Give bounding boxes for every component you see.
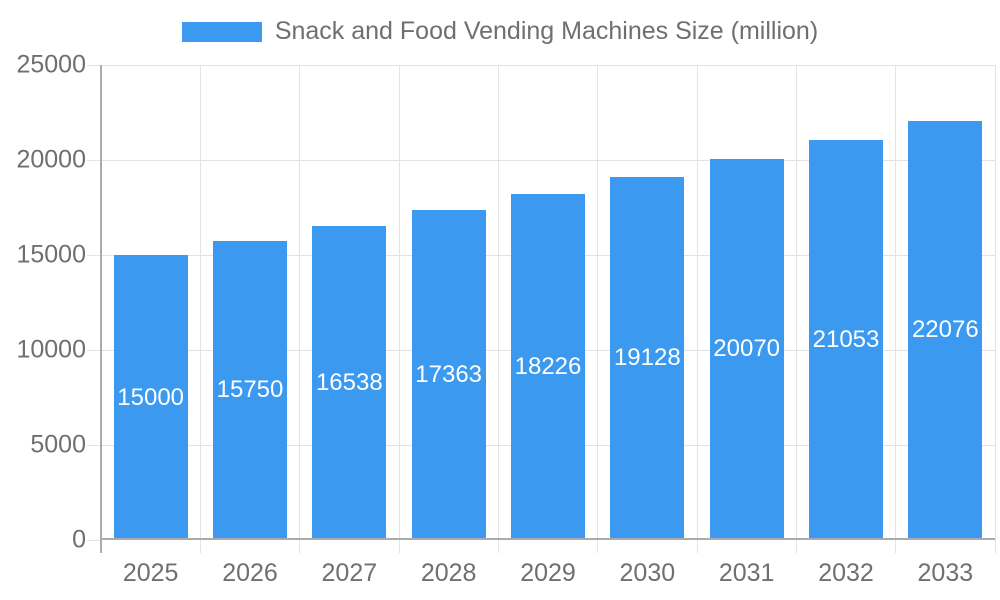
x-tick-label: 2031 xyxy=(718,559,775,587)
y-tick-label: 5000 xyxy=(30,430,86,459)
y-tick-label: 0 xyxy=(72,525,86,554)
bar-value-label: 20070 xyxy=(713,335,781,363)
y-tick-mark xyxy=(87,254,101,256)
bar[interactable]: 22076 xyxy=(908,120,983,540)
y-tick-label: 20000 xyxy=(16,145,86,174)
gridline-vertical xyxy=(497,65,499,540)
x-tick-label: 2030 xyxy=(619,559,676,587)
x-tick-mark xyxy=(696,540,698,553)
x-tick-label: 2033 xyxy=(917,559,974,587)
x-tick-label: 2029 xyxy=(520,559,576,587)
bar-value-label: 19128 xyxy=(613,344,681,372)
bar-value-label: 21053 xyxy=(812,325,880,353)
gridline-vertical xyxy=(398,65,400,540)
x-tick-mark xyxy=(994,540,996,553)
gridline-vertical xyxy=(994,65,996,540)
x-tick-mark xyxy=(398,540,400,553)
gridline-horizontal xyxy=(101,64,995,66)
bar[interactable]: 16538 xyxy=(312,225,387,540)
gridline-vertical xyxy=(299,65,301,540)
x-tick-label: 2027 xyxy=(321,559,378,587)
x-tick-mark xyxy=(597,540,599,553)
bar[interactable]: 21053 xyxy=(809,139,883,540)
gridline-horizontal xyxy=(101,159,995,161)
legend-swatch-icon xyxy=(181,21,262,42)
bar-value-label: 18226 xyxy=(514,352,582,380)
bar-value-label: 17363 xyxy=(415,361,483,389)
x-tick-label: 2025 xyxy=(122,559,179,587)
bar-value-label: 15750 xyxy=(216,376,284,404)
gridline-vertical xyxy=(795,65,797,540)
gridline-vertical xyxy=(895,65,897,540)
plot-area: 15000 15750 16538 17363 18226 19128 20070 21053… xyxy=(87,64,996,553)
x-axis-line xyxy=(100,538,995,540)
bar[interactable]: 15750 xyxy=(213,240,287,540)
bar-value-label: 15000 xyxy=(117,383,185,411)
bar[interactable]: 17363 xyxy=(411,210,486,540)
y-tick-mark xyxy=(87,444,101,446)
gridline-vertical xyxy=(597,65,599,540)
x-tick-label: 2026 xyxy=(222,559,278,587)
legend-label: Snack and Food Vending Machines Size (mi… xyxy=(274,17,819,45)
y-tick-mark xyxy=(87,539,101,541)
bar[interactable]: 15000 xyxy=(113,255,188,540)
gridline-vertical xyxy=(199,65,201,540)
bar[interactable]: 20070 xyxy=(709,158,784,540)
bar[interactable]: 19128 xyxy=(610,176,685,540)
y-tick-label: 15000 xyxy=(16,240,86,269)
x-tick-label: 2032 xyxy=(818,559,874,587)
y-tick-mark xyxy=(87,349,101,351)
x-tick-mark xyxy=(299,540,301,553)
y-axis-line xyxy=(100,65,102,553)
legend-item[interactable]: Snack and Food Vending Machines Size (mi… xyxy=(0,17,1000,46)
x-tick-mark xyxy=(895,540,897,553)
x-tick-mark xyxy=(199,540,201,553)
x-tick-label: 2028 xyxy=(420,559,477,587)
x-tick-mark xyxy=(795,540,797,553)
y-tick-label: 10000 xyxy=(16,335,86,364)
gridline-vertical xyxy=(696,65,698,540)
y-tick-mark xyxy=(87,64,101,66)
bar-value-label: 22076 xyxy=(911,316,979,344)
bar[interactable]: 18226 xyxy=(511,193,585,540)
x-tick-mark xyxy=(497,540,499,553)
y-tick-label: 25000 xyxy=(16,50,86,79)
bar-value-label: 16538 xyxy=(315,368,383,396)
y-tick-mark xyxy=(87,159,101,161)
